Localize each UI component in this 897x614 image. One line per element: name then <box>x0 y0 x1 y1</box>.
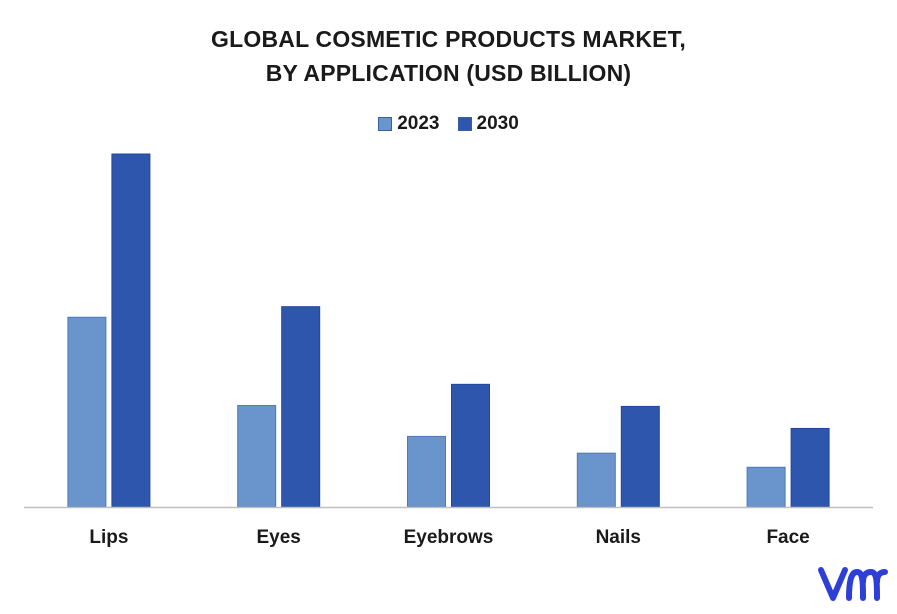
bar-face-2030 <box>790 427 830 508</box>
bar-lips-2023 <box>67 316 107 508</box>
x-tick-label-eyes: Eyes <box>257 527 301 548</box>
legend-swatch-2023 <box>378 117 393 131</box>
legend-swatch-2030 <box>457 117 472 131</box>
bar-eyes-2023 <box>237 405 277 508</box>
chart-legend: 2023 2030 <box>0 113 897 135</box>
bar-face-2023 <box>746 466 786 508</box>
vmr-logo-icon <box>818 567 888 601</box>
chart-title: GLOBAL COSMETIC PRODUCTS MARKET, BY APPL… <box>0 22 897 90</box>
legend-label-2030: 2030 <box>476 113 519 134</box>
bar-eyebrows-2030 <box>451 383 490 508</box>
x-tick-label-eyebrows: Eyebrows <box>404 527 494 548</box>
chart-title-line-1: GLOBAL COSMETIC PRODUCTS MARKET, <box>211 26 686 52</box>
legend-item-2030: 2030 <box>457 113 519 135</box>
x-tick-label-face: Face <box>766 527 809 548</box>
bar-lips-2030 <box>111 153 151 508</box>
chart-title-line-2: BY APPLICATION (USD BILLION) <box>265 60 632 86</box>
bar-eyes-2030 <box>281 306 321 508</box>
bar-nails-2023 <box>576 452 616 508</box>
x-tick-label-nails: Nails <box>596 527 641 548</box>
bar-eyebrows-2023 <box>407 435 446 508</box>
legend-label-2023: 2023 <box>397 113 440 134</box>
x-tick-label-lips: Lips <box>89 527 128 548</box>
bar-nails-2030 <box>620 405 660 508</box>
legend-item-2023: 2023 <box>378 113 440 135</box>
